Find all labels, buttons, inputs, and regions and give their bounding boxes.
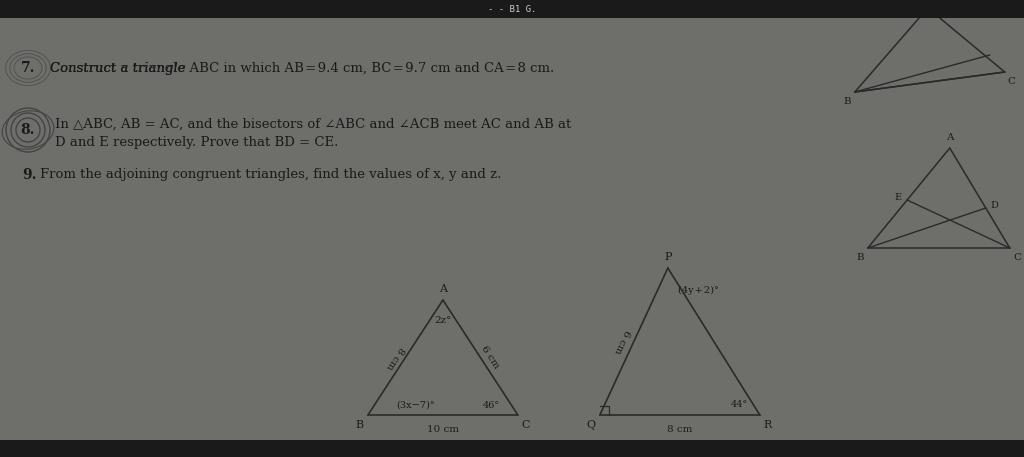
Text: Construct a triangle ABC in which AB = 9.4 cm, BC = 9.7 cm and CA = 8 cm.: Construct a triangle ABC in which AB = 9… — [50, 62, 554, 75]
Text: B: B — [843, 97, 851, 106]
Bar — [0, 440, 1024, 457]
Text: Q: Q — [587, 420, 596, 430]
Text: 10 cm: 10 cm — [427, 425, 459, 434]
Text: In △ABC, AB = AC, and the bisectors of ∠ABC and ∠ACB meet AC and AB at: In △ABC, AB = AC, and the bisectors of ∠… — [55, 118, 571, 131]
Text: B: B — [856, 253, 864, 262]
Text: E: E — [894, 193, 901, 202]
Text: P: P — [665, 252, 672, 262]
Text: A: A — [439, 284, 446, 294]
Text: 44°: 44° — [730, 400, 748, 409]
Text: 8 cm: 8 cm — [385, 345, 407, 371]
Text: 6 cm: 6 cm — [612, 328, 631, 355]
Text: A: A — [946, 133, 953, 142]
Text: D: D — [991, 202, 998, 211]
Text: 6 cm: 6 cm — [479, 345, 501, 371]
Text: Construct a triangle: Construct a triangle — [50, 62, 190, 75]
Text: D and E respectively. Prove that BD = CE.: D and E respectively. Prove that BD = CE… — [55, 136, 338, 149]
Text: (4y + 2)°: (4y + 2)° — [678, 286, 719, 295]
Text: C: C — [1008, 77, 1016, 86]
Text: 8.: 8. — [20, 123, 35, 137]
Text: 2z°: 2z° — [434, 316, 452, 325]
Bar — [0, 0, 1024, 18]
Text: 46°: 46° — [482, 401, 500, 410]
Text: From the adjoining congruent triangles, find the values of x, y and z.: From the adjoining congruent triangles, … — [40, 168, 502, 181]
Text: 9.: 9. — [22, 168, 37, 182]
Text: B: B — [355, 420, 364, 430]
Text: 7.: 7. — [20, 61, 35, 75]
Text: - - B1 G.: - - B1 G. — [487, 5, 536, 15]
Text: C: C — [522, 420, 530, 430]
Text: C: C — [1014, 253, 1022, 262]
Text: (3x−7)°: (3x−7)° — [396, 401, 434, 410]
Text: R: R — [764, 420, 772, 430]
Text: 8 cm: 8 cm — [668, 425, 692, 434]
